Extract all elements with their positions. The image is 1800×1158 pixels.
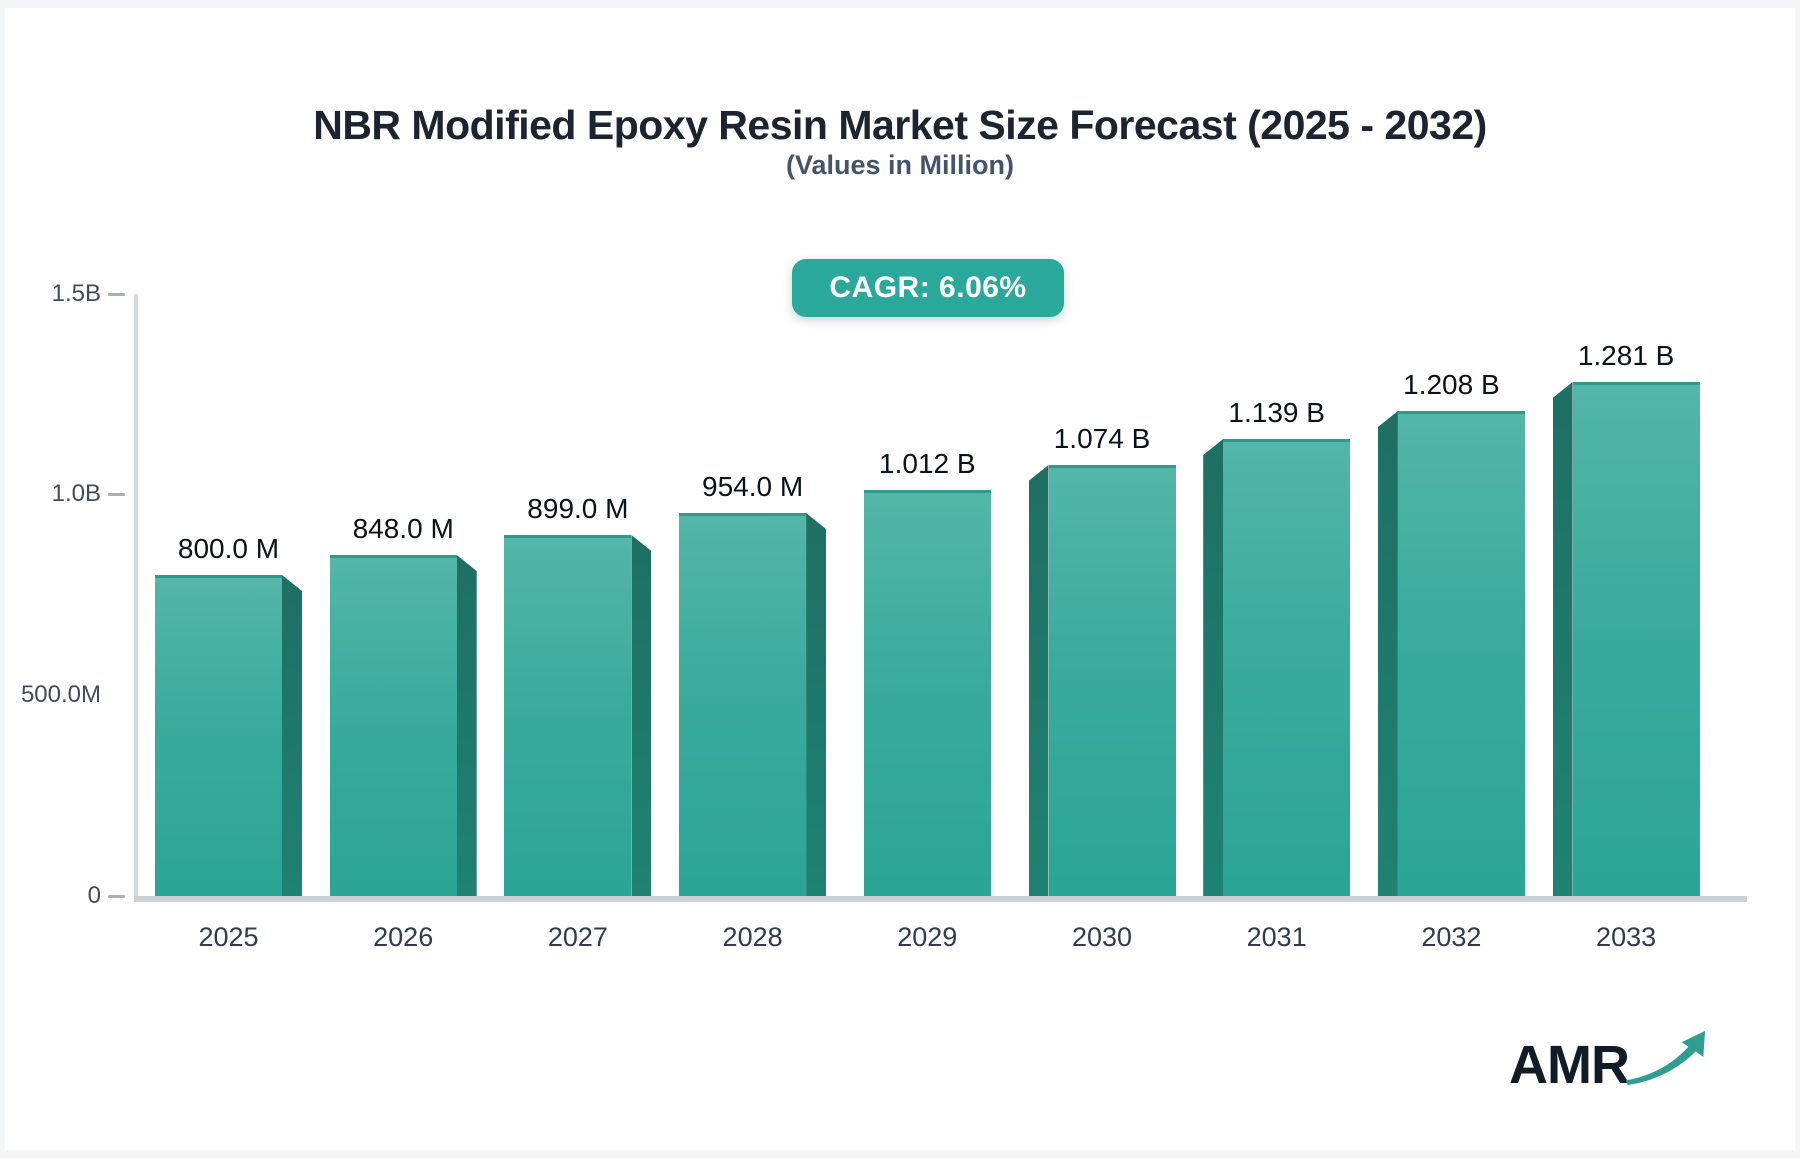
bar-2030	[1029, 465, 1176, 896]
bar-2027	[504, 535, 651, 896]
bar-side-face	[457, 555, 477, 896]
chart-card: NBR Modified Epoxy Resin Market Size For…	[5, 8, 1795, 1150]
x-axis-line	[134, 896, 1747, 902]
bar-value-label: 1.208 B	[1341, 369, 1561, 401]
bar-value-label: 1.281 B	[1516, 340, 1736, 372]
bar-2028	[679, 513, 826, 896]
bar-face	[864, 490, 991, 896]
bar-side-face	[1203, 439, 1223, 896]
bar-side-face	[631, 535, 651, 896]
bar-2029	[854, 490, 1001, 896]
y-axis-tick-label: 0	[5, 882, 101, 910]
y-axis-line	[134, 294, 138, 896]
y-axis-tick-mark	[108, 895, 125, 898]
bar-2032	[1378, 411, 1525, 896]
y-axis-tick-label: 500.0M	[5, 681, 101, 709]
y-axis-tick-mark	[108, 493, 125, 496]
growth-arrow-icon	[1623, 1024, 1707, 1090]
bar-side-face	[1378, 411, 1398, 896]
bar-face	[679, 513, 806, 896]
bar-2033	[1553, 382, 1700, 896]
bar-2031	[1203, 439, 1350, 896]
bar-side-face	[1029, 465, 1049, 896]
bar-face	[330, 555, 457, 896]
bar-value-label: 1.139 B	[1167, 397, 1387, 429]
bar-face	[1573, 382, 1700, 896]
bar-face	[1223, 439, 1350, 896]
y-axis-tick-label: 1.5B	[5, 280, 101, 308]
bar-2026	[330, 555, 477, 896]
y-axis-tick-mark	[108, 293, 125, 296]
bar-face	[1049, 465, 1176, 896]
bar-face	[155, 575, 282, 896]
x-axis-label: 2033	[1516, 922, 1736, 953]
bar-face	[504, 535, 631, 896]
amr-logo-text: AMR	[1509, 1038, 1629, 1092]
bar-2025	[155, 575, 302, 896]
y-axis-tick-label: 1.0B	[5, 480, 101, 508]
amr-logo: AMR	[1509, 1024, 1707, 1092]
bar-side-face	[1553, 382, 1573, 896]
bar-face	[1398, 411, 1525, 896]
bar-side-face	[806, 513, 826, 896]
bar-side-face	[282, 575, 302, 896]
